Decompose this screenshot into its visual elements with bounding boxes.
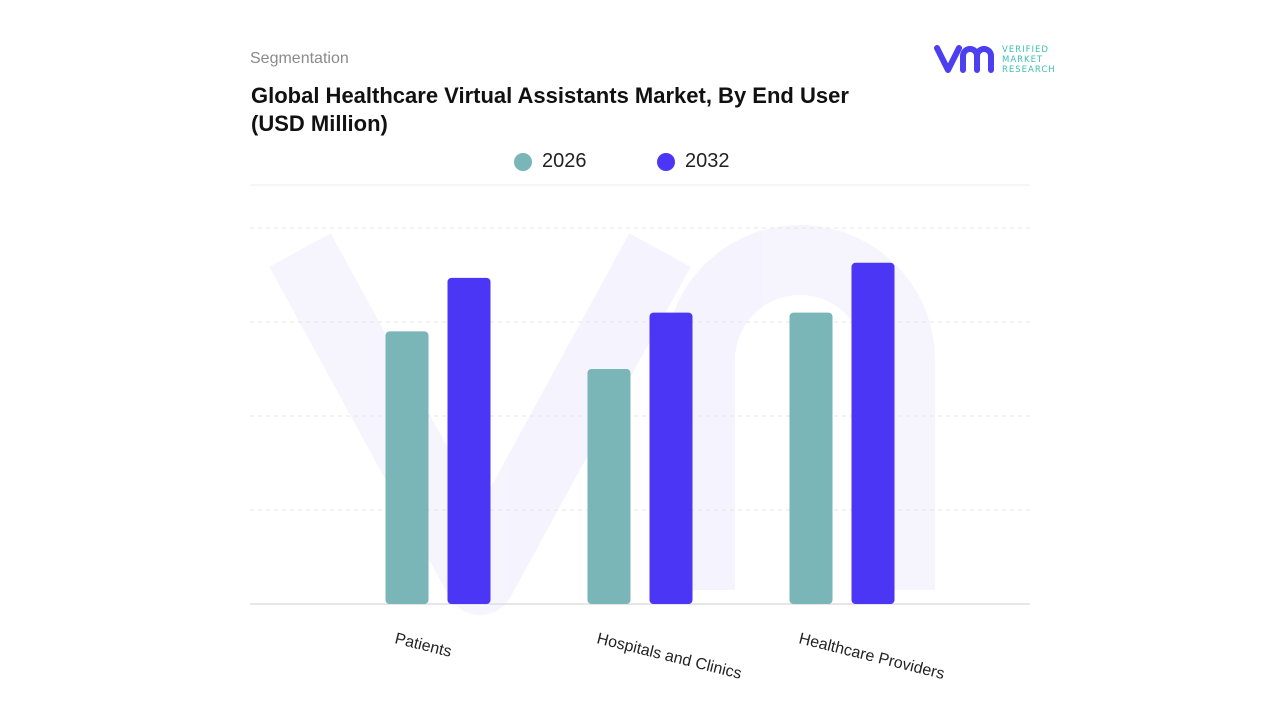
svg-text:VERIFIED: VERIFIED (1002, 45, 1049, 55)
legend-label: 2026 (542, 150, 587, 172)
bar-2026-healthcare-providers (789, 312, 833, 604)
svg-text:RESEARCH: RESEARCH (1002, 65, 1056, 75)
segment-label: Segmentation (250, 50, 349, 67)
legend-item-2026[interactable]: 2026 (514, 150, 587, 173)
x-tick-label: Patients (393, 630, 453, 660)
bar-2026-patients (385, 331, 429, 604)
legend-swatch-2026 (514, 152, 532, 171)
x-tick-label: Hospitals and Clinics (595, 630, 743, 682)
x-tick-label: Healthcare Providers (797, 630, 946, 683)
chart-title: Global Healthcare Virtual Assistants Mar… (251, 83, 849, 136)
legend-label: 2032 (685, 150, 730, 172)
logo: VERIFIED MARKET RESEARCH (934, 42, 1064, 81)
legend-swatch-2032 (657, 152, 675, 171)
bar-2032-healthcare-providers (851, 262, 895, 604)
legend-item-2032[interactable]: 2032 (657, 150, 730, 173)
bar-2032-hospitals-and-clinics (649, 312, 693, 604)
legend: 2026 2032 (0, 150, 1280, 174)
bar-2032-patients (447, 277, 491, 604)
bar-2026-hospitals-and-clinics (587, 369, 631, 604)
svg-text:MARKET: MARKET (1002, 55, 1043, 65)
